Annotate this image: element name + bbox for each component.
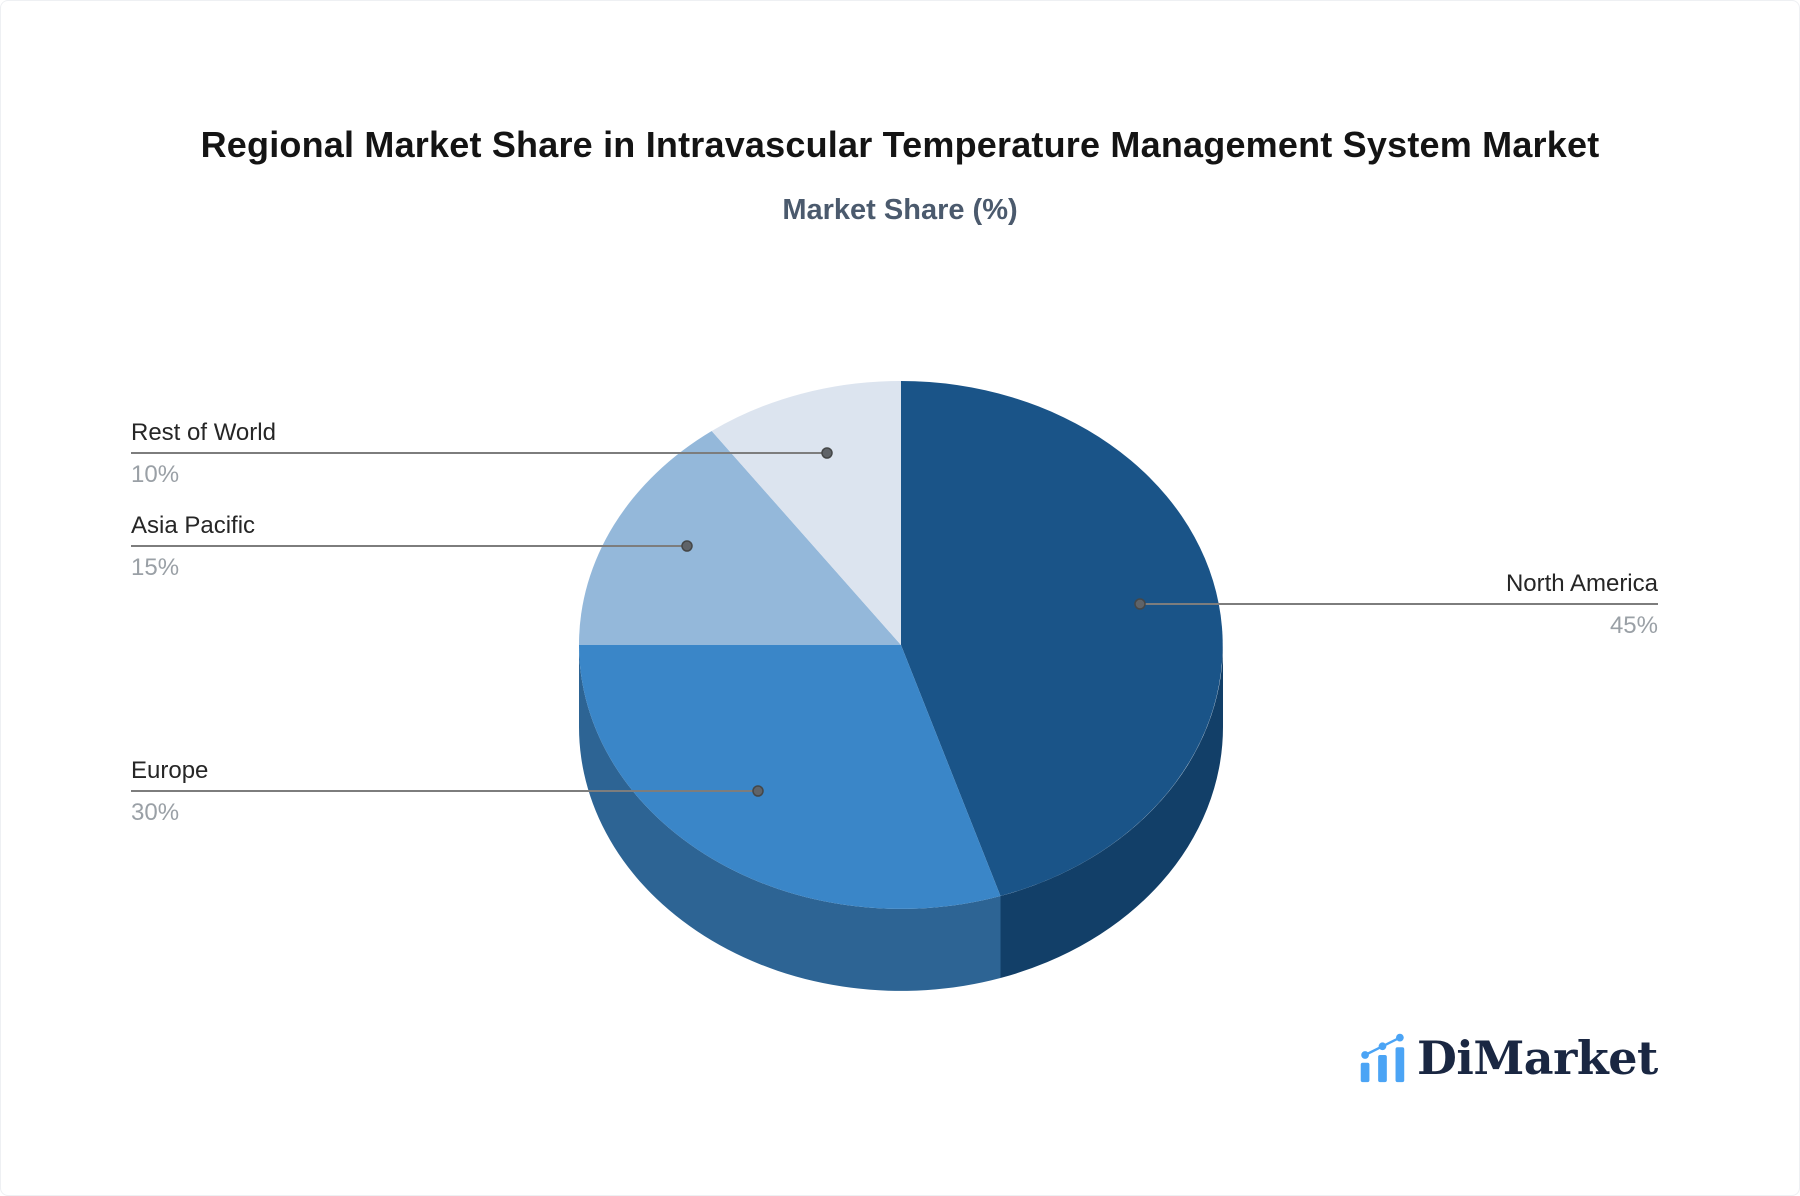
brand-logo: DiMarket <box>1358 1026 1658 1084</box>
chart-subtitle: Market Share (%) <box>782 194 1018 226</box>
callout-dot-asia-pacific <box>681 540 693 552</box>
label-rest-of-world: Rest of World <box>131 419 276 448</box>
brand-logo-text: DiMarket <box>1417 1031 1658 1086</box>
logo-dot-3 <box>1396 1033 1404 1042</box>
logo-bar-3 <box>1395 1047 1405 1083</box>
pie-slice-asia-pacific[interactable] <box>578 431 901 645</box>
value-north-america: 45% <box>1610 612 1658 641</box>
bar-chart-icon <box>1360 1033 1405 1083</box>
label-asia-pacific: Asia Pacific <box>131 512 255 541</box>
logo-dot-2 <box>1378 1042 1387 1051</box>
pie-slice-rest-of-world[interactable] <box>711 380 901 645</box>
slice-value: 10% <box>131 461 180 488</box>
callout-dot-europe <box>752 785 764 797</box>
label-north-america: North America <box>1506 570 1658 599</box>
callout-dot-north-america <box>1134 598 1146 610</box>
logo-dot-1 <box>1361 1051 1369 1059</box>
slice-value: 45% <box>1609 612 1658 639</box>
slice-label: Europe <box>131 757 209 784</box>
value-europe: 30% <box>131 799 179 828</box>
callout-lines <box>131 452 1658 792</box>
slice-label: Rest of World <box>131 419 276 446</box>
callout-dots <box>681 447 1146 797</box>
slice-value: 30% <box>131 799 180 826</box>
pie-slice-north-america[interactable] <box>901 381 1223 896</box>
value-rest-of-world: 10% <box>131 461 179 490</box>
callout-dot-rest-of-world <box>821 447 833 459</box>
pie-side-north-america <box>1000 645 1223 978</box>
pie-slice-europe[interactable] <box>579 645 1001 909</box>
logo-bar-2 <box>1378 1055 1387 1083</box>
slice-label: Asia Pacific <box>131 512 256 539</box>
pie-side-europe <box>579 645 1001 991</box>
chart-title: Regional Market Share in Intravascular T… <box>200 124 1600 165</box>
slice-value: 15% <box>131 554 180 581</box>
slice-label: North America <box>1505 570 1658 597</box>
value-asia-pacific: 15% <box>131 554 179 583</box>
logo-bar-1 <box>1360 1062 1370 1083</box>
label-europe: Europe <box>131 757 208 786</box>
